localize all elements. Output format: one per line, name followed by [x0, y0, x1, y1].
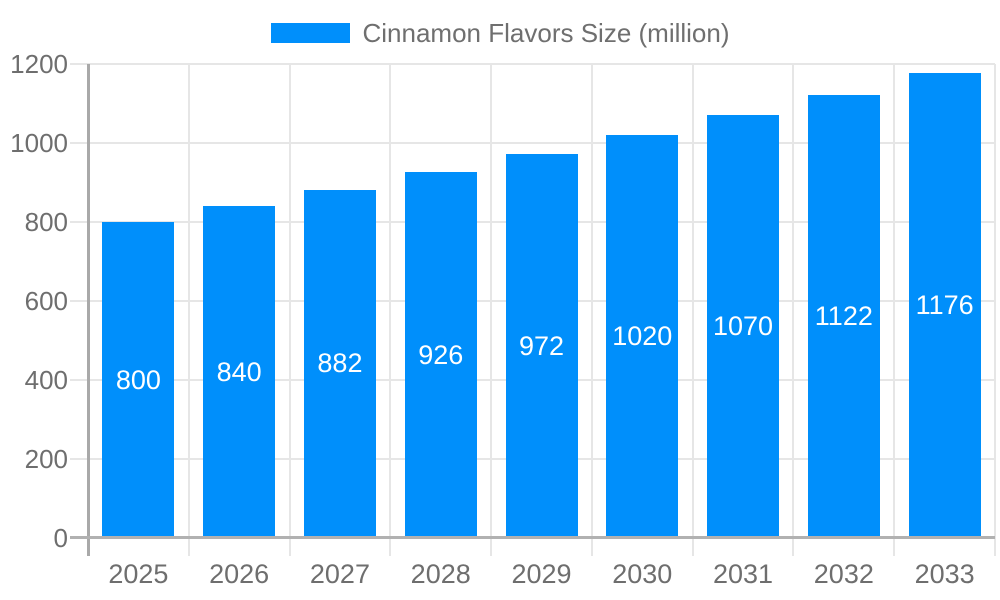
gridline-vertical: [187, 64, 190, 556]
legend-marker-icon: [270, 23, 350, 43]
x-axis-tick-label: 2033: [914, 559, 975, 589]
legend-label: Cinnamon Flavors Size (million): [362, 17, 730, 48]
gridline-vertical: [590, 64, 593, 556]
bar-value-label: 926: [418, 339, 464, 370]
bar[interactable]: 1020: [606, 135, 679, 538]
y-axis-tick-label: 1200: [10, 49, 68, 79]
x-axis-tick-label: 2026: [209, 559, 270, 589]
y-axis-tick-label: 0: [53, 523, 68, 553]
y-axis-tick-label: 800: [24, 207, 68, 237]
y-axis-tick-label: 200: [24, 444, 68, 474]
bar-value-label: 972: [518, 330, 565, 361]
gridline-vertical: [994, 64, 996, 556]
bar[interactable]: 926: [404, 172, 477, 538]
gridline-vertical: [288, 64, 291, 556]
gridline-vertical: [389, 64, 392, 556]
x-axis-tick-label: 2027: [309, 559, 370, 589]
y-axis-tick-label: 600: [24, 286, 68, 316]
legend-item[interactable]: Cinnamon Flavors Size (million): [0, 12, 1000, 54]
gridline-vertical: [893, 64, 896, 556]
bar[interactable]: 882: [303, 189, 376, 538]
bar[interactable]: 972: [505, 154, 578, 538]
gridline-vertical: [490, 64, 493, 556]
bar[interactable]: 1176: [908, 73, 981, 538]
gridline-vertical: [691, 64, 694, 556]
x-axis-tick-label: 2029: [511, 559, 572, 589]
bar[interactable]: 800: [102, 222, 175, 538]
bar[interactable]: 1122: [807, 94, 880, 538]
x-axis-tick-label: 2031: [713, 559, 774, 589]
bar-value-label: 840: [216, 356, 262, 387]
bar-value-label: 800: [115, 364, 161, 395]
bar-value-label: 1176: [915, 290, 974, 321]
y-axis-tick-label: 1000: [10, 128, 68, 158]
y-axis-tick-label: 400: [24, 365, 68, 395]
x-axis-line: [70, 536, 995, 539]
x-axis-tick-label: 2030: [612, 559, 673, 589]
bar-value-label: 882: [317, 348, 363, 379]
bar-value-label: 1122: [814, 300, 873, 331]
plot-area: 800 840 882 926 972 1020 1070 1122 1176: [70, 63, 996, 556]
gridline-horizontal: [70, 142, 995, 144]
bar[interactable]: 840: [203, 206, 276, 538]
y-axis-line: [87, 64, 90, 556]
x-axis-tick-label: 2032: [813, 559, 874, 589]
gridline-horizontal: [70, 63, 995, 65]
x-axis-tick-label: 2025: [108, 559, 169, 589]
gridline-vertical: [792, 64, 795, 556]
bar-value-label: 1070: [713, 311, 774, 342]
x-axis-tick-label: 2028: [410, 559, 471, 589]
bar[interactable]: 1070: [707, 115, 780, 538]
bar-value-label: 1020: [612, 321, 673, 352]
